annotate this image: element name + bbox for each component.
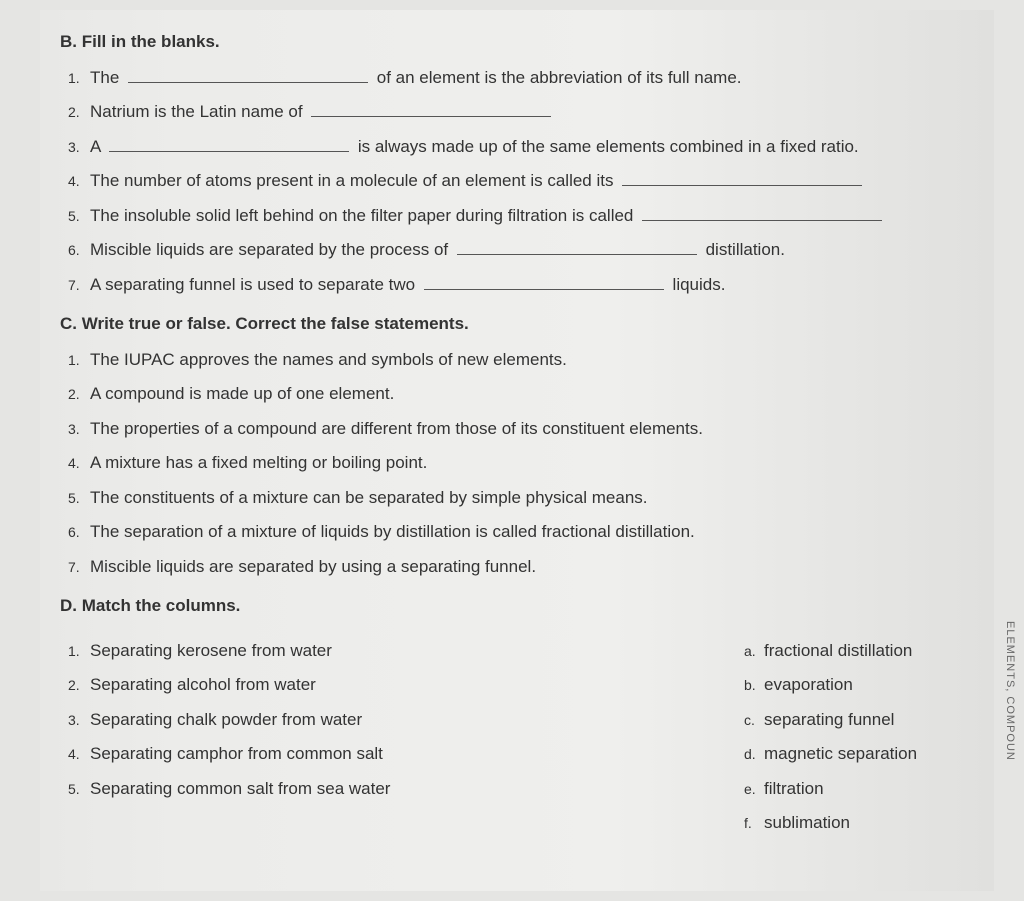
item-number: 4. <box>68 453 90 474</box>
item-number: f. <box>744 813 764 834</box>
match-right-item: f.sublimation <box>744 810 974 836</box>
item-text: A mixture has a fixed melting or boiling… <box>90 450 974 476</box>
section-b-header: B. Fill in the blanks. <box>60 29 974 55</box>
fill-blank-item: 2.Natrium is the Latin name of <box>68 99 974 125</box>
item-text: Separating chalk powder from water <box>90 707 714 733</box>
item-text: Miscible liquids are separated by using … <box>90 554 974 580</box>
section-d-header: D. Match the columns. <box>60 593 974 619</box>
match-columns: 1.Separating kerosene from water 2.Separ… <box>60 629 974 845</box>
item-number: b. <box>744 675 764 696</box>
true-false-item: 1.The IUPAC approves the names and symbo… <box>68 347 974 373</box>
match-right-item: c.separating funnel <box>744 707 974 733</box>
item-text: A is always made up of the same elements… <box>90 134 974 160</box>
match-left-item: 4.Separating camphor from common salt <box>68 741 714 767</box>
item-text: The insoluble solid left behind on the f… <box>90 203 974 229</box>
fill-blank-item: 3.A is always made up of the same elemen… <box>68 134 974 160</box>
item-text: evaporation <box>764 672 974 698</box>
item-text: A compound is made up of one element. <box>90 381 974 407</box>
item-number: 5. <box>68 779 90 800</box>
item-number: 3. <box>68 137 90 158</box>
blank-line[interactable] <box>109 151 349 152</box>
item-number: a. <box>744 641 764 662</box>
item-text: The IUPAC approves the names and symbols… <box>90 347 974 373</box>
blank-line[interactable] <box>311 116 551 117</box>
match-right-column: a.fractional distillation b.evaporation … <box>714 629 974 845</box>
item-number: 6. <box>68 240 90 261</box>
item-number: 4. <box>68 171 90 192</box>
match-right-item: d.magnetic separation <box>744 741 974 767</box>
true-false-item: 6.The separation of a mixture of liquids… <box>68 519 974 545</box>
item-text: Natrium is the Latin name of <box>90 99 974 125</box>
true-false-item: 2.A compound is made up of one element. <box>68 381 974 407</box>
match-left-item: 3.Separating chalk powder from water <box>68 707 714 733</box>
true-false-item: 4.A mixture has a fixed melting or boili… <box>68 450 974 476</box>
page-footer-side: ELEMENTS, COMPOUN <box>1002 621 1019 761</box>
item-number: 2. <box>68 675 90 696</box>
item-text: The of an element is the abbreviation of… <box>90 65 974 91</box>
section-c-list: 1.The IUPAC approves the names and symbo… <box>60 347 974 580</box>
blank-line[interactable] <box>622 185 862 186</box>
fill-blank-item: 5.The insoluble solid left behind on the… <box>68 203 974 229</box>
fill-blank-item: 6.Miscible liquids are separated by the … <box>68 237 974 263</box>
item-text: The separation of a mixture of liquids b… <box>90 519 974 545</box>
blank-line[interactable] <box>642 220 882 221</box>
true-false-item: 7.Miscible liquids are separated by usin… <box>68 554 974 580</box>
item-number: e. <box>744 779 764 800</box>
item-text: The number of atoms present in a molecul… <box>90 168 974 194</box>
item-number: 5. <box>68 488 90 509</box>
worksheet-page: B. Fill in the blanks. 1.The of an eleme… <box>40 10 994 891</box>
fill-blank-item: 7.A separating funnel is used to separat… <box>68 272 974 298</box>
item-number: 7. <box>68 275 90 296</box>
item-number: 5. <box>68 206 90 227</box>
item-text: Separating camphor from common salt <box>90 741 714 767</box>
item-number: 1. <box>68 350 90 371</box>
true-false-item: 3.The properties of a compound are diffe… <box>68 416 974 442</box>
item-text: Miscible liquids are separated by the pr… <box>90 237 974 263</box>
blank-line[interactable] <box>128 82 368 83</box>
item-number: 3. <box>68 710 90 731</box>
item-text: fractional distillation <box>764 638 974 664</box>
match-left-column: 1.Separating kerosene from water 2.Separ… <box>60 629 714 845</box>
blank-line[interactable] <box>457 254 697 255</box>
item-text: filtration <box>764 776 974 802</box>
item-text: sublimation <box>764 810 974 836</box>
item-text: magnetic separation <box>764 741 974 767</box>
item-text: Separating common salt from sea water <box>90 776 714 802</box>
match-left-item: 1.Separating kerosene from water <box>68 638 714 664</box>
match-right-item: b.evaporation <box>744 672 974 698</box>
section-c-header: C. Write true or false. Correct the fals… <box>60 311 974 337</box>
item-number: 1. <box>68 641 90 662</box>
item-text: separating funnel <box>764 707 974 733</box>
item-text: Separating kerosene from water <box>90 638 714 664</box>
item-number: 1. <box>68 68 90 89</box>
item-text: Separating alcohol from water <box>90 672 714 698</box>
item-number: 3. <box>68 419 90 440</box>
fill-blank-item: 4.The number of atoms present in a molec… <box>68 168 974 194</box>
item-number: 7. <box>68 557 90 578</box>
true-false-item: 5.The constituents of a mixture can be s… <box>68 485 974 511</box>
match-left-item: 2.Separating alcohol from water <box>68 672 714 698</box>
item-text: The properties of a compound are differe… <box>90 416 974 442</box>
item-number: 4. <box>68 744 90 765</box>
match-right-item: e.filtration <box>744 776 974 802</box>
item-number: d. <box>744 744 764 765</box>
item-text: A separating funnel is used to separate … <box>90 272 974 298</box>
fill-blank-item: 1.The of an element is the abbreviation … <box>68 65 974 91</box>
match-left-item: 5.Separating common salt from sea water <box>68 776 714 802</box>
section-b-list: 1.The of an element is the abbreviation … <box>60 65 974 298</box>
item-number: 2. <box>68 102 90 123</box>
item-number: 2. <box>68 384 90 405</box>
item-number: 6. <box>68 522 90 543</box>
item-number: c. <box>744 710 764 731</box>
blank-line[interactable] <box>424 289 664 290</box>
match-right-item: a.fractional distillation <box>744 638 974 664</box>
item-text: The constituents of a mixture can be sep… <box>90 485 974 511</box>
